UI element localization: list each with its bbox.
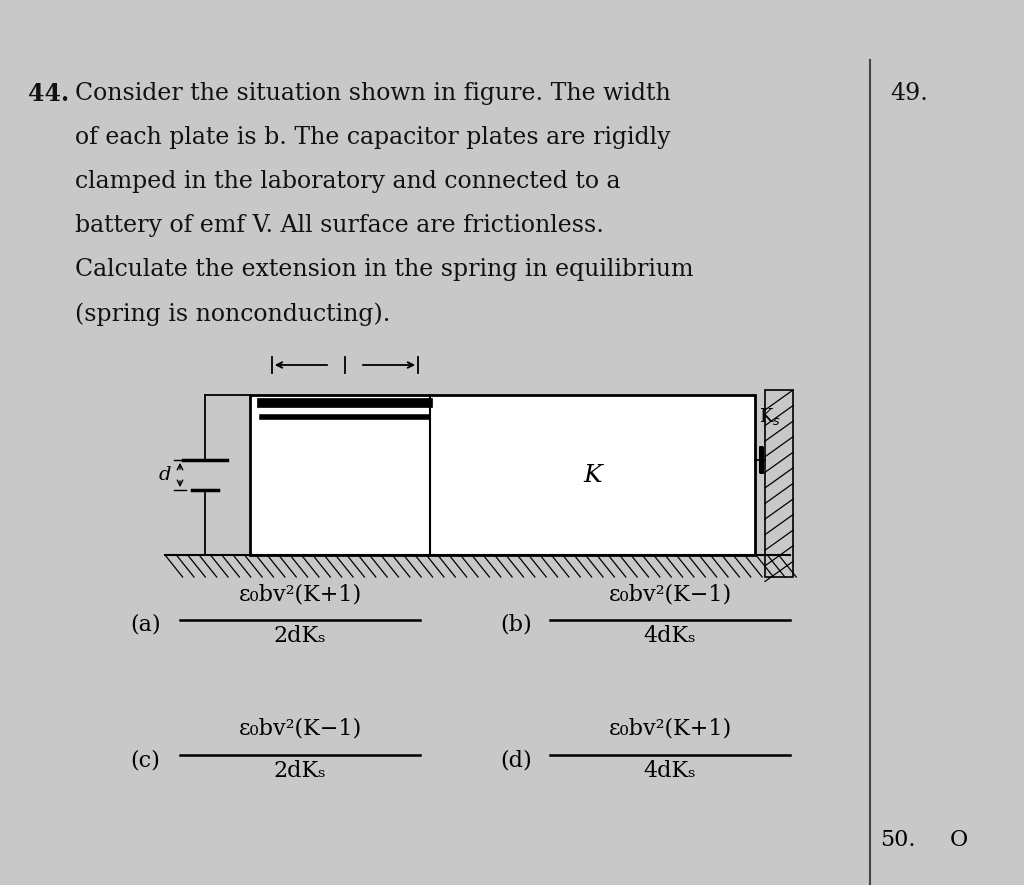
Bar: [250, 395, 755, 555]
Text: 44.: 44.: [28, 82, 70, 106]
Text: Consider the situation shown in figure. The width: Consider the situation shown in figure. …: [75, 82, 671, 105]
Text: 50.: 50.: [880, 829, 915, 851]
Text: of each plate is b. The capacitor plates are rigidly: of each plate is b. The capacitor plates…: [75, 126, 671, 149]
Text: (a): (a): [130, 614, 161, 636]
Text: K: K: [584, 464, 602, 487]
Text: 2dKₛ: 2dKₛ: [273, 625, 327, 647]
Text: ε₀bv²(K+1): ε₀bv²(K+1): [608, 718, 731, 740]
Text: ε₀bv²(K−1): ε₀bv²(K−1): [239, 718, 361, 740]
Text: (c): (c): [130, 749, 160, 771]
Text: d: d: [159, 466, 171, 484]
Text: ε₀bv²(K−1): ε₀bv²(K−1): [608, 583, 731, 605]
Text: (d): (d): [500, 749, 531, 771]
Text: 4dKₛ: 4dKₛ: [644, 760, 696, 782]
Text: 49.: 49.: [890, 82, 928, 105]
Bar: [765, 390, 793, 577]
Text: K$_s$: K$_s$: [759, 406, 781, 427]
Text: ε₀bv²(K+1): ε₀bv²(K+1): [239, 583, 361, 605]
Text: (b): (b): [500, 614, 531, 636]
Text: 4dKₛ: 4dKₛ: [644, 625, 696, 647]
Text: (spring is nonconducting).: (spring is nonconducting).: [75, 302, 390, 326]
Text: clamped in the laboratory and connected to a: clamped in the laboratory and connected …: [75, 170, 621, 193]
Text: battery of emf V. All surface are frictionless.: battery of emf V. All surface are fricti…: [75, 214, 604, 237]
Text: O: O: [950, 829, 969, 851]
Text: 2dKₛ: 2dKₛ: [273, 760, 327, 782]
Text: Calculate the extension in the spring in equilibrium: Calculate the extension in the spring in…: [75, 258, 693, 281]
